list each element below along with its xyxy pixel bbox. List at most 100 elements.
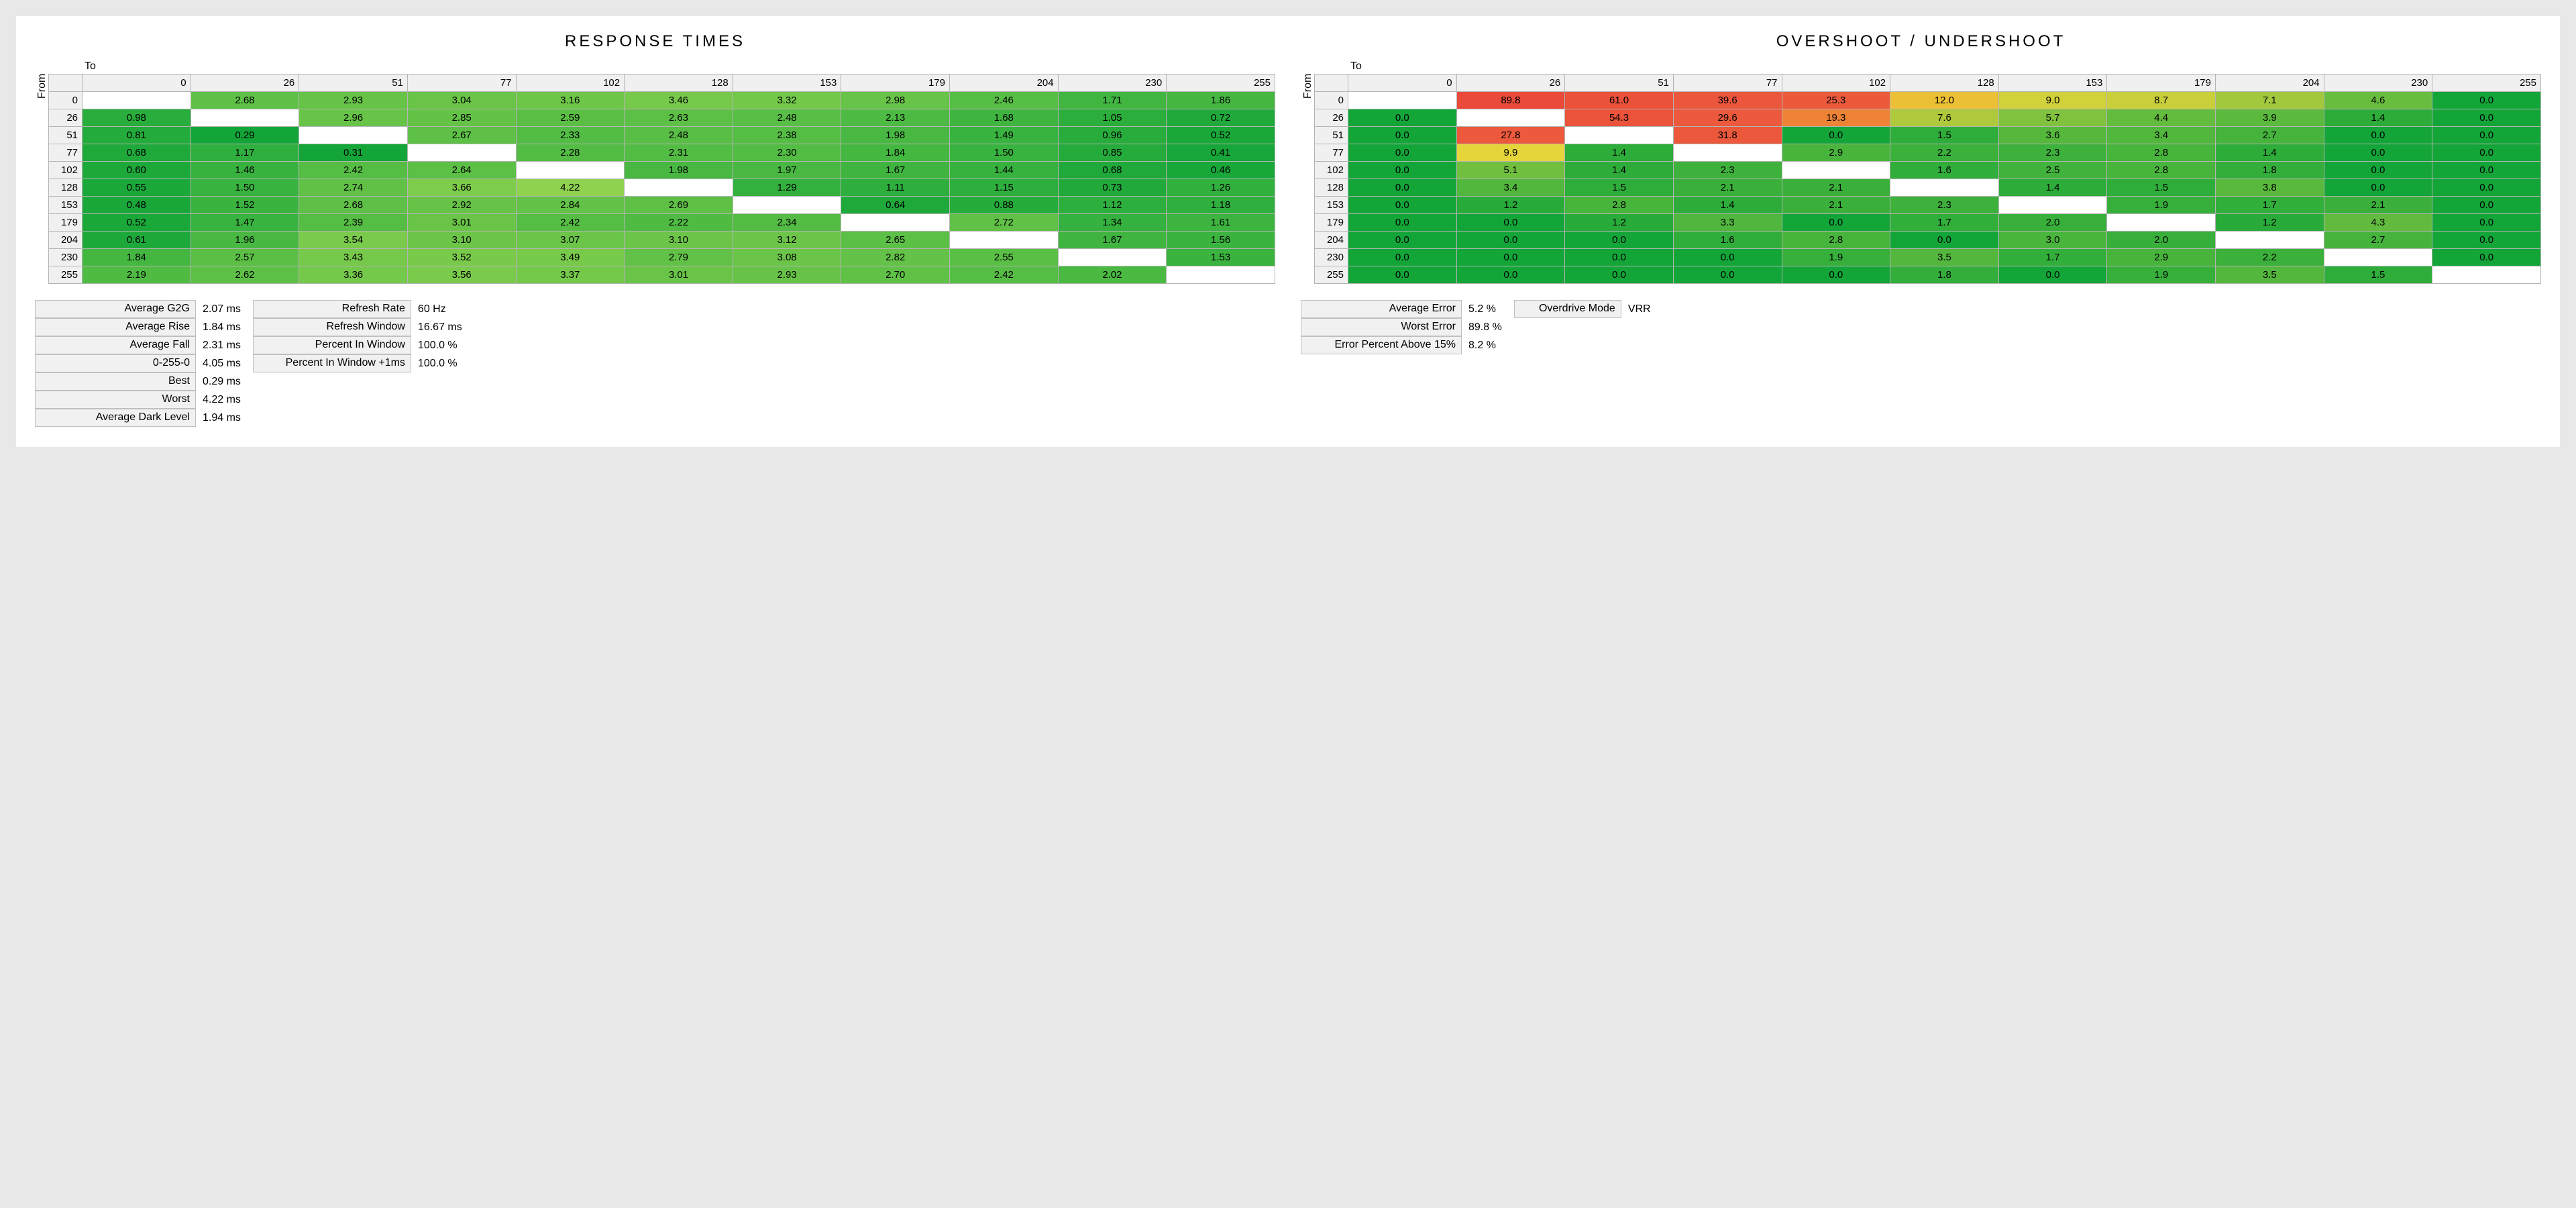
- col-header: 153: [733, 74, 841, 92]
- heat-cell: 2.1: [2324, 197, 2432, 214]
- col-header: 51: [1565, 74, 1674, 92]
- summary-value: 1.84 ms: [196, 318, 241, 336]
- heat-cell: [1348, 92, 1457, 109]
- heat-cell: 1.5: [1565, 179, 1674, 197]
- summary-label: 0-255-0: [35, 354, 196, 372]
- summary-label: Worst Error: [1301, 318, 1462, 336]
- heat-cell: 0.72: [1167, 109, 1275, 127]
- heat-cell: 5.1: [1456, 162, 1565, 179]
- overshoot-summary: Average Error5.2 %Worst Error89.8 %Error…: [1301, 300, 2541, 354]
- summary-row: Error Percent Above 15%8.2 %: [1301, 336, 1502, 354]
- heat-cell: 0.0: [1348, 249, 1457, 266]
- heat-cell: 0.0: [1348, 232, 1457, 249]
- heat-cell: 3.32: [733, 92, 841, 109]
- heat-cell: 1.4: [2324, 109, 2432, 127]
- heat-cell: 1.2: [1456, 197, 1565, 214]
- summary-label: Overdrive Mode: [1514, 300, 1621, 318]
- heat-cell: 1.53: [1167, 249, 1275, 266]
- heat-cell: [2324, 249, 2432, 266]
- heat-cell: 3.37: [516, 266, 625, 284]
- heat-cell: 0.0: [1565, 232, 1674, 249]
- heat-cell: 0.0: [2432, 197, 2541, 214]
- heat-cell: 1.68: [950, 109, 1059, 127]
- heat-cell: 2.72: [950, 214, 1059, 232]
- heat-cell: 0.0: [2432, 249, 2541, 266]
- heat-cell: 0.88: [950, 197, 1059, 214]
- heat-cell: 2.8: [1782, 232, 1890, 249]
- heat-cell: 31.8: [1673, 127, 1782, 144]
- heat-cell: 3.9: [2216, 109, 2324, 127]
- heat-cell: 0.52: [1167, 127, 1275, 144]
- col-header: 102: [516, 74, 625, 92]
- heat-cell: 3.46: [625, 92, 733, 109]
- heat-cell: 2.0: [2107, 232, 2216, 249]
- heat-cell: 1.96: [191, 232, 299, 249]
- heat-cell: [407, 144, 516, 162]
- heat-cell: [1782, 162, 1890, 179]
- summary-row: Refresh Rate60 Hz: [253, 300, 462, 318]
- summary-row: Average Rise1.84 ms: [35, 318, 241, 336]
- heat-cell: 1.71: [1058, 92, 1167, 109]
- heat-cell: 2.1: [1782, 197, 1890, 214]
- heat-cell: [1167, 266, 1275, 284]
- response-heatmap-container: ToFrom026517710212815317920423025502.682…: [35, 60, 1275, 284]
- heat-cell: 0.61: [83, 232, 191, 249]
- summary-label: Average Dark Level: [35, 409, 196, 427]
- row-header: 77: [1315, 144, 1348, 162]
- heat-cell: 1.9: [1782, 249, 1890, 266]
- col-header: 26: [191, 74, 299, 92]
- heat-cell: 1.4: [2216, 144, 2324, 162]
- row-header: 51: [1315, 127, 1348, 144]
- summary-label: Average Fall: [35, 336, 196, 354]
- summary-row: Overdrive ModeVRR: [1514, 300, 1651, 318]
- heat-cell: 2.68: [191, 92, 299, 109]
- heat-cell: 0.73: [1058, 179, 1167, 197]
- heat-cell: 0.0: [1565, 249, 1674, 266]
- col-header: 204: [2216, 74, 2324, 92]
- heat-cell: 4.22: [516, 179, 625, 197]
- heat-cell: 9.9: [1456, 144, 1565, 162]
- heat-cell: 1.7: [2216, 197, 2324, 214]
- heat-cell: 3.49: [516, 249, 625, 266]
- heat-cell: 2.96: [299, 109, 408, 127]
- heat-cell: 1.97: [733, 162, 841, 179]
- heat-cell: 0.0: [2432, 109, 2541, 127]
- heat-cell: 2.28: [516, 144, 625, 162]
- heat-cell: [1890, 179, 1999, 197]
- heat-cell: 2.19: [83, 266, 191, 284]
- heat-cell: 0.0: [2324, 144, 2432, 162]
- heat-cell: [83, 92, 191, 109]
- heat-cell: 2.9: [2107, 249, 2216, 266]
- heat-cell: 1.49: [950, 127, 1059, 144]
- heat-cell: 2.2: [1890, 144, 1999, 162]
- heat-cell: 1.44: [950, 162, 1059, 179]
- heat-cell: 1.98: [841, 127, 950, 144]
- row-header: 204: [1315, 232, 1348, 249]
- heat-cell: 2.79: [625, 249, 733, 266]
- heat-cell: 3.04: [407, 92, 516, 109]
- heat-cell: 3.5: [2216, 266, 2324, 284]
- heat-cell: 8.7: [2107, 92, 2216, 109]
- summary-label: Percent In Window: [253, 336, 411, 354]
- heat-cell: 2.65: [841, 232, 950, 249]
- heat-cell: 3.01: [625, 266, 733, 284]
- summary-value: 4.05 ms: [196, 354, 241, 372]
- heat-cell: 2.7: [2324, 232, 2432, 249]
- heat-cell: 1.4: [1565, 162, 1674, 179]
- heat-cell: 2.68: [299, 197, 408, 214]
- heat-cell: 0.0: [2324, 127, 2432, 144]
- col-header: 102: [1782, 74, 1890, 92]
- heat-cell: 3.52: [407, 249, 516, 266]
- heat-cell: 3.4: [1456, 179, 1565, 197]
- heat-cell: 0.0: [1456, 232, 1565, 249]
- heat-cell: 2.38: [733, 127, 841, 144]
- response-title: RESPONSE TIMES: [35, 32, 1275, 51]
- summary-value: 8.2 %: [1462, 336, 1496, 354]
- summary-label: Average Error: [1301, 300, 1462, 318]
- heat-cell: 0.0: [1348, 266, 1457, 284]
- col-header: 179: [841, 74, 950, 92]
- heat-cell: [1998, 197, 2107, 214]
- heat-cell: 1.6: [1890, 162, 1999, 179]
- heat-cell: 2.42: [299, 162, 408, 179]
- row-header: 77: [49, 144, 83, 162]
